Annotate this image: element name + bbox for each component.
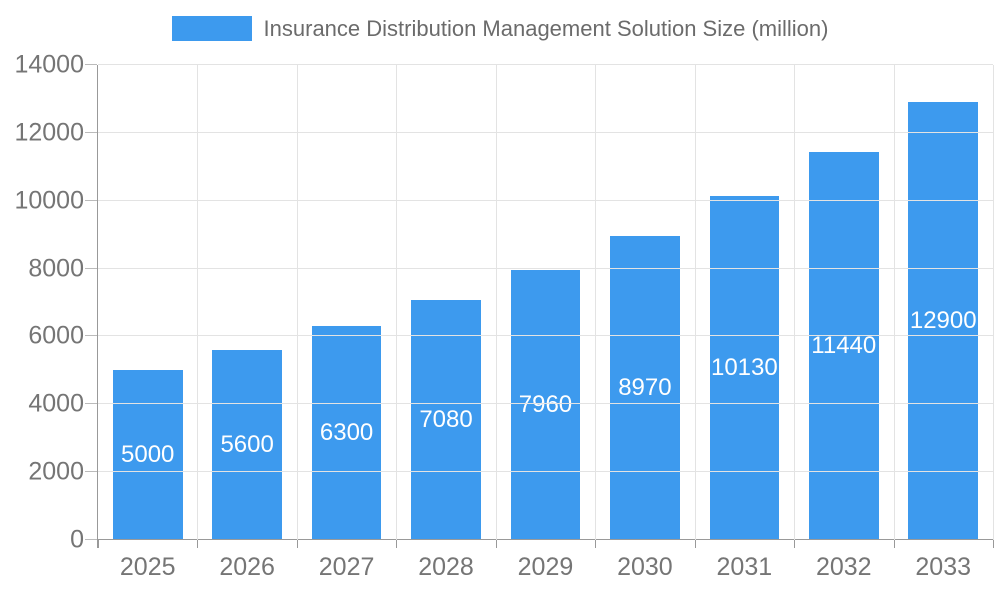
y-axis-label: 14000	[14, 50, 84, 79]
x-axis-tick	[495, 540, 497, 548]
v-gridline	[296, 65, 298, 540]
x-axis-tick	[595, 540, 597, 548]
x-axis-tick	[694, 540, 696, 548]
bar-slot-2028: 7080	[396, 65, 495, 540]
v-gridline	[197, 65, 199, 540]
y-axis-tick	[85, 335, 97, 337]
h-gridline	[98, 267, 993, 269]
bar-value-label: 10130	[710, 354, 778, 382]
y-axis-label: 4000	[28, 389, 84, 418]
bar-value-label: 7080	[419, 405, 473, 433]
bars-container: 5000 5600 6300 7080 7960 8970 10130 11440 12900	[98, 65, 993, 540]
x-axis-tick	[893, 540, 895, 548]
bar-slot-2031: 10130	[695, 65, 794, 540]
v-gridline	[595, 65, 597, 540]
bar-2029[interactable]: 7960	[510, 269, 581, 540]
x-axis-tick	[197, 540, 199, 548]
v-gridline	[893, 65, 895, 540]
x-axis-label: 2031	[716, 553, 773, 581]
bar-slot-2032: 11440	[794, 65, 893, 540]
y-axis-label: 8000	[28, 254, 84, 283]
h-gridline	[98, 471, 993, 473]
y-axis-tick	[85, 64, 97, 65]
bar-2028[interactable]: 7080	[411, 299, 481, 540]
h-gridline	[98, 335, 993, 337]
bar-value-label: 5600	[220, 431, 274, 458]
bar-slot-2033: 12900	[894, 65, 993, 540]
x-axis-labels: 2025 2026 2027 2028 2029 2030 2031 2032 2033	[98, 553, 993, 582]
bar-value-label: 12900	[909, 307, 977, 335]
y-axis-tick	[85, 267, 97, 269]
x-axis-label: 2025	[119, 553, 176, 581]
x-axis-tick	[396, 540, 398, 548]
y-axis-tick	[85, 199, 97, 201]
y-axis-label: 0	[70, 525, 84, 554]
y-axis-label: 6000	[28, 321, 84, 350]
x-axis-label: 2032	[815, 553, 872, 581]
legend-swatch	[171, 16, 252, 41]
legend[interactable]: Insurance Distribution Management Soluti…	[0, 16, 1000, 41]
bar-value-label: 5000	[121, 441, 175, 469]
bar-2031[interactable]: 10130	[709, 196, 780, 540]
bar-slot-2027: 6300	[297, 65, 396, 540]
bar-slot-2030: 8970	[595, 65, 694, 540]
x-axis-tick	[296, 540, 298, 548]
bar-2032[interactable]: 11440	[808, 151, 879, 540]
bar-value-label: 6300	[319, 419, 374, 447]
y-axis-label: 12000	[14, 118, 84, 147]
y-axis-line	[97, 65, 98, 548]
bar-2027[interactable]: 6300	[311, 326, 382, 540]
bar-value-label: 8970	[618, 373, 672, 401]
h-gridline	[98, 64, 993, 65]
x-axis-label: 2027	[318, 553, 375, 581]
x-axis-label: 2033	[915, 553, 972, 581]
v-gridline	[794, 65, 796, 540]
bar-slot-2026: 5600	[197, 65, 296, 540]
y-axis-tick	[85, 539, 97, 540]
bar-slot-2029: 7960	[496, 65, 595, 540]
bar-2033[interactable]: 12900	[908, 102, 979, 540]
legend-label: Insurance Distribution Management Soluti…	[263, 16, 829, 41]
bar-value-label: 7960	[518, 390, 573, 418]
x-axis-label: 2029	[517, 553, 574, 581]
bar-2025[interactable]: 5000	[112, 370, 183, 540]
v-gridline	[396, 65, 398, 540]
y-axis-tick	[85, 131, 97, 133]
plot-area: 5000 5600 6300 7080 7960 8970 10130 11440 12900	[85, 64, 994, 548]
y-axis-tick	[85, 403, 97, 405]
y-axis-tick	[85, 471, 97, 473]
v-gridline	[694, 65, 696, 540]
h-gridline	[98, 199, 993, 201]
x-axis-tick	[993, 540, 994, 548]
v-gridline	[993, 65, 994, 540]
x-axis-line	[97, 539, 993, 540]
y-axis-labels: 0 2000 4000 6000 8000 10000 12000 14000	[0, 0, 84, 600]
y-axis-label: 10000	[14, 186, 84, 215]
h-gridline	[98, 131, 993, 133]
x-axis-tick	[794, 540, 796, 548]
x-axis-tick	[98, 540, 99, 548]
bar-2026[interactable]: 5600	[212, 350, 282, 540]
x-axis-label: 2026	[219, 553, 275, 581]
v-gridline	[495, 65, 497, 540]
bar-2030[interactable]: 8970	[610, 235, 680, 540]
x-axis-label: 2030	[617, 553, 673, 581]
h-gridline	[98, 403, 993, 405]
bar-slot-2025: 5000	[98, 65, 197, 540]
x-axis-label: 2028	[418, 553, 474, 581]
y-axis-label: 2000	[28, 457, 84, 486]
